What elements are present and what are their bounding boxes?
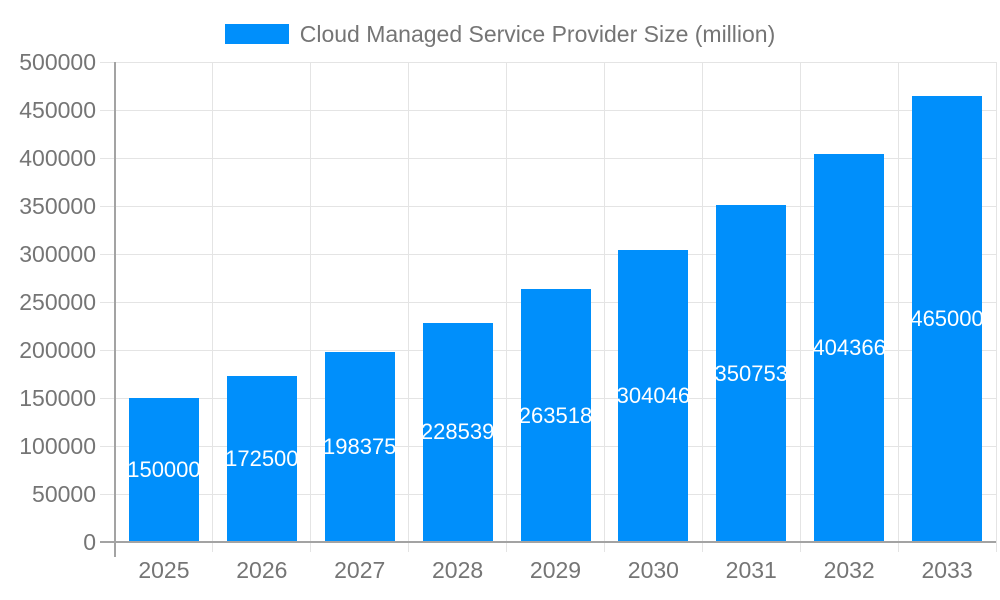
bar-value-label: 198375: [323, 433, 397, 459]
y-axis-tick-label: 100000: [19, 433, 96, 459]
x-gridline: [212, 62, 214, 552]
x-gridline: [310, 62, 312, 552]
y-axis-tick-label: 450000: [19, 97, 96, 123]
legend-label: Cloud Managed Service Provider Size (mil…: [299, 21, 776, 47]
bar-2030[interactable]: [618, 250, 689, 542]
x-axis-tick-label: 2027: [334, 557, 386, 583]
x-axis-tick-label: 2033: [921, 557, 973, 583]
legend-item[interactable]: Cloud Managed Service Provider Size (mil…: [0, 20, 1000, 48]
x-axis-tick-label: 2029: [529, 557, 582, 583]
bar-2029[interactable]: [520, 289, 591, 542]
y-axis-tick-label: 300000: [19, 241, 96, 267]
x-axis-tick-label: 2031: [725, 557, 777, 583]
x-axis-tick-label: 2025: [138, 557, 190, 583]
bar-2031[interactable]: [716, 205, 787, 542]
y-axis-tick-label: 150000: [19, 385, 96, 411]
y-axis-tick-label: 400000: [19, 145, 96, 171]
y-gridline: [100, 158, 996, 159]
y-axis-line: [114, 62, 116, 557]
x-gridline: [701, 62, 703, 552]
bar-2033[interactable]: [912, 95, 983, 542]
y-gridline: [100, 206, 996, 207]
legend-swatch-icon: [224, 24, 289, 44]
bar-2026[interactable]: [226, 376, 297, 542]
y-axis-tick-label: 500000: [19, 49, 96, 75]
x-axis-tick-label: 2032: [823, 557, 875, 583]
bar-value-label: 228539: [420, 419, 495, 445]
y-axis-tick-label: 200000: [19, 337, 96, 363]
y-axis-tick-label: 50000: [32, 481, 96, 507]
x-gridline: [897, 62, 899, 552]
x-gridline: [506, 62, 508, 552]
bar-value-label: 150000: [127, 457, 201, 482]
bar-2028[interactable]: [422, 322, 493, 542]
bar-value-label: 172500: [225, 446, 299, 472]
bar-value-label: 304046: [616, 383, 691, 409]
y-axis-tick-label: 250000: [19, 289, 96, 315]
bar-value-label: 404366: [812, 334, 886, 360]
bar-value-label: 263518: [518, 402, 593, 428]
x-axis-tick-label: 2028: [432, 557, 484, 583]
y-gridline: [100, 254, 996, 255]
x-gridline: [408, 62, 410, 552]
bar-value-label: 465000: [910, 305, 984, 331]
bar-2032[interactable]: [814, 153, 885, 542]
y-gridline: [100, 110, 996, 111]
y-gridline: [100, 62, 996, 63]
plot-area: 150000 172500 198375 228539 263518 304046 3507…: [100, 62, 997, 552]
x-axis-tick-label: 2030: [627, 557, 679, 583]
y-axis-tick-label: 0: [83, 529, 96, 555]
bar-2025[interactable]: [128, 398, 199, 542]
x-axis-line: [100, 541, 996, 543]
bar-2027[interactable]: [324, 351, 395, 542]
x-gridline: [995, 62, 997, 552]
bar-value-label: 350753: [714, 360, 788, 386]
x-gridline: [603, 62, 605, 552]
x-gridline: [799, 62, 801, 552]
y-axis-tick-label: 350000: [19, 193, 96, 219]
x-axis-tick-label: 2026: [236, 557, 288, 583]
